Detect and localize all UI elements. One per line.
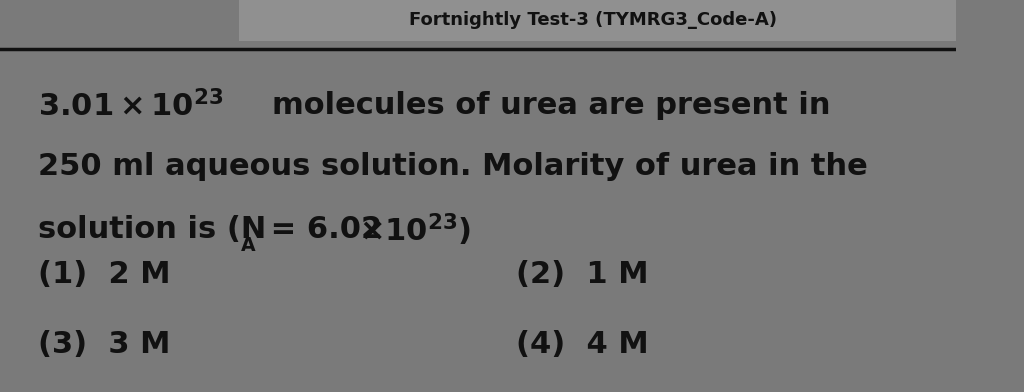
Text: 250 ml aqueous solution. Molarity of urea in the: 250 ml aqueous solution. Molarity of ure… <box>38 152 868 181</box>
Text: A: A <box>241 236 256 255</box>
Text: $\mathbf{\times 10^{23}}$): $\mathbf{\times 10^{23}}$) <box>358 211 471 248</box>
Text: solution is (N: solution is (N <box>38 215 266 244</box>
Text: (4)  4 M: (4) 4 M <box>516 330 649 359</box>
Text: = 6.02: = 6.02 <box>260 215 393 244</box>
Text: molecules of urea are present in: molecules of urea are present in <box>272 91 831 120</box>
Text: (2)  1 M: (2) 1 M <box>516 260 649 289</box>
FancyBboxPatch shape <box>239 0 956 41</box>
Text: (3)  3 M: (3) 3 M <box>38 330 171 359</box>
Text: Fortnightly Test-3 (TYMRG3_Code-A): Fortnightly Test-3 (TYMRG3_Code-A) <box>409 11 777 29</box>
Text: (1)  2 M: (1) 2 M <box>38 260 171 289</box>
Text: $\mathbf{3.01 \times 10^{23}}$: $\mathbf{3.01 \times 10^{23}}$ <box>38 90 237 122</box>
